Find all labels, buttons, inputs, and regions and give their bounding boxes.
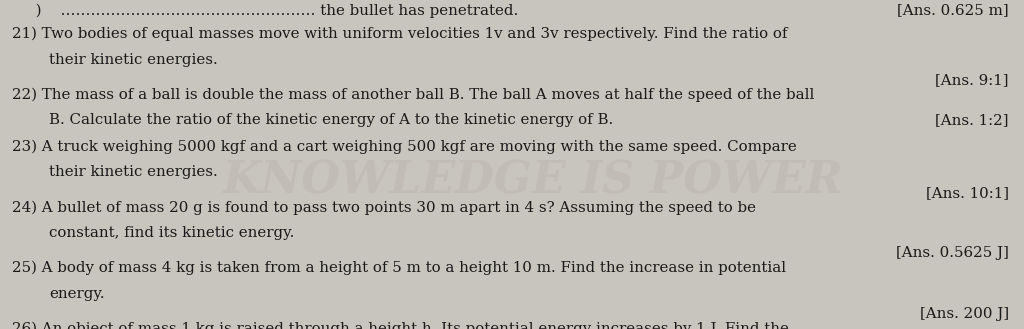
Text: their kinetic energies.: their kinetic energies. [49, 53, 218, 66]
Text: their kinetic energies.: their kinetic energies. [49, 165, 218, 179]
Text: 21) Two bodies of equal masses move with uniform velocities 1v and 3v respective: 21) Two bodies of equal masses move with… [12, 26, 787, 41]
Text: )    …………………………………………… the bullet has penetrated.: ) …………………………………………… the bullet has penet… [12, 3, 518, 18]
Text: [Ans. 0.625 m]: [Ans. 0.625 m] [897, 3, 1009, 17]
Text: 25) A body of mass 4 kg is taken from a height of 5 m to a height 10 m. Find the: 25) A body of mass 4 kg is taken from a … [12, 261, 786, 275]
Text: 24) A bullet of mass 20 g is found to pass two points 30 m apart in 4 s? Assumin: 24) A bullet of mass 20 g is found to pa… [12, 200, 757, 215]
Text: 23) A truck weighing 5000 kgf and a cart weighing 500 kgf are moving with the sa: 23) A truck weighing 5000 kgf and a cart… [12, 139, 797, 154]
Text: B. Calculate the ratio of the kinetic energy of A to the kinetic energy of B.: B. Calculate the ratio of the kinetic en… [49, 113, 613, 127]
Text: [Ans. 10:1]: [Ans. 10:1] [926, 186, 1009, 200]
Text: constant, find its kinetic energy.: constant, find its kinetic energy. [49, 226, 295, 240]
Text: [Ans. 9:1]: [Ans. 9:1] [935, 73, 1009, 87]
Text: [Ans. 0.5625 J]: [Ans. 0.5625 J] [896, 246, 1009, 261]
Text: [Ans. 1:2]: [Ans. 1:2] [935, 113, 1009, 127]
Text: KNOWLEDGE IS POWER: KNOWLEDGE IS POWER [222, 160, 843, 202]
Text: [Ans. 200 J]: [Ans. 200 J] [920, 307, 1009, 321]
Text: energy.: energy. [49, 287, 104, 301]
Text: 26) An object of mass 1 kg is raised through a height h. Its potential energy in: 26) An object of mass 1 kg is raised thr… [12, 322, 790, 329]
Text: 22) The mass of a ball is double the mass of another ball B. The ball A moves at: 22) The mass of a ball is double the mas… [12, 87, 815, 102]
